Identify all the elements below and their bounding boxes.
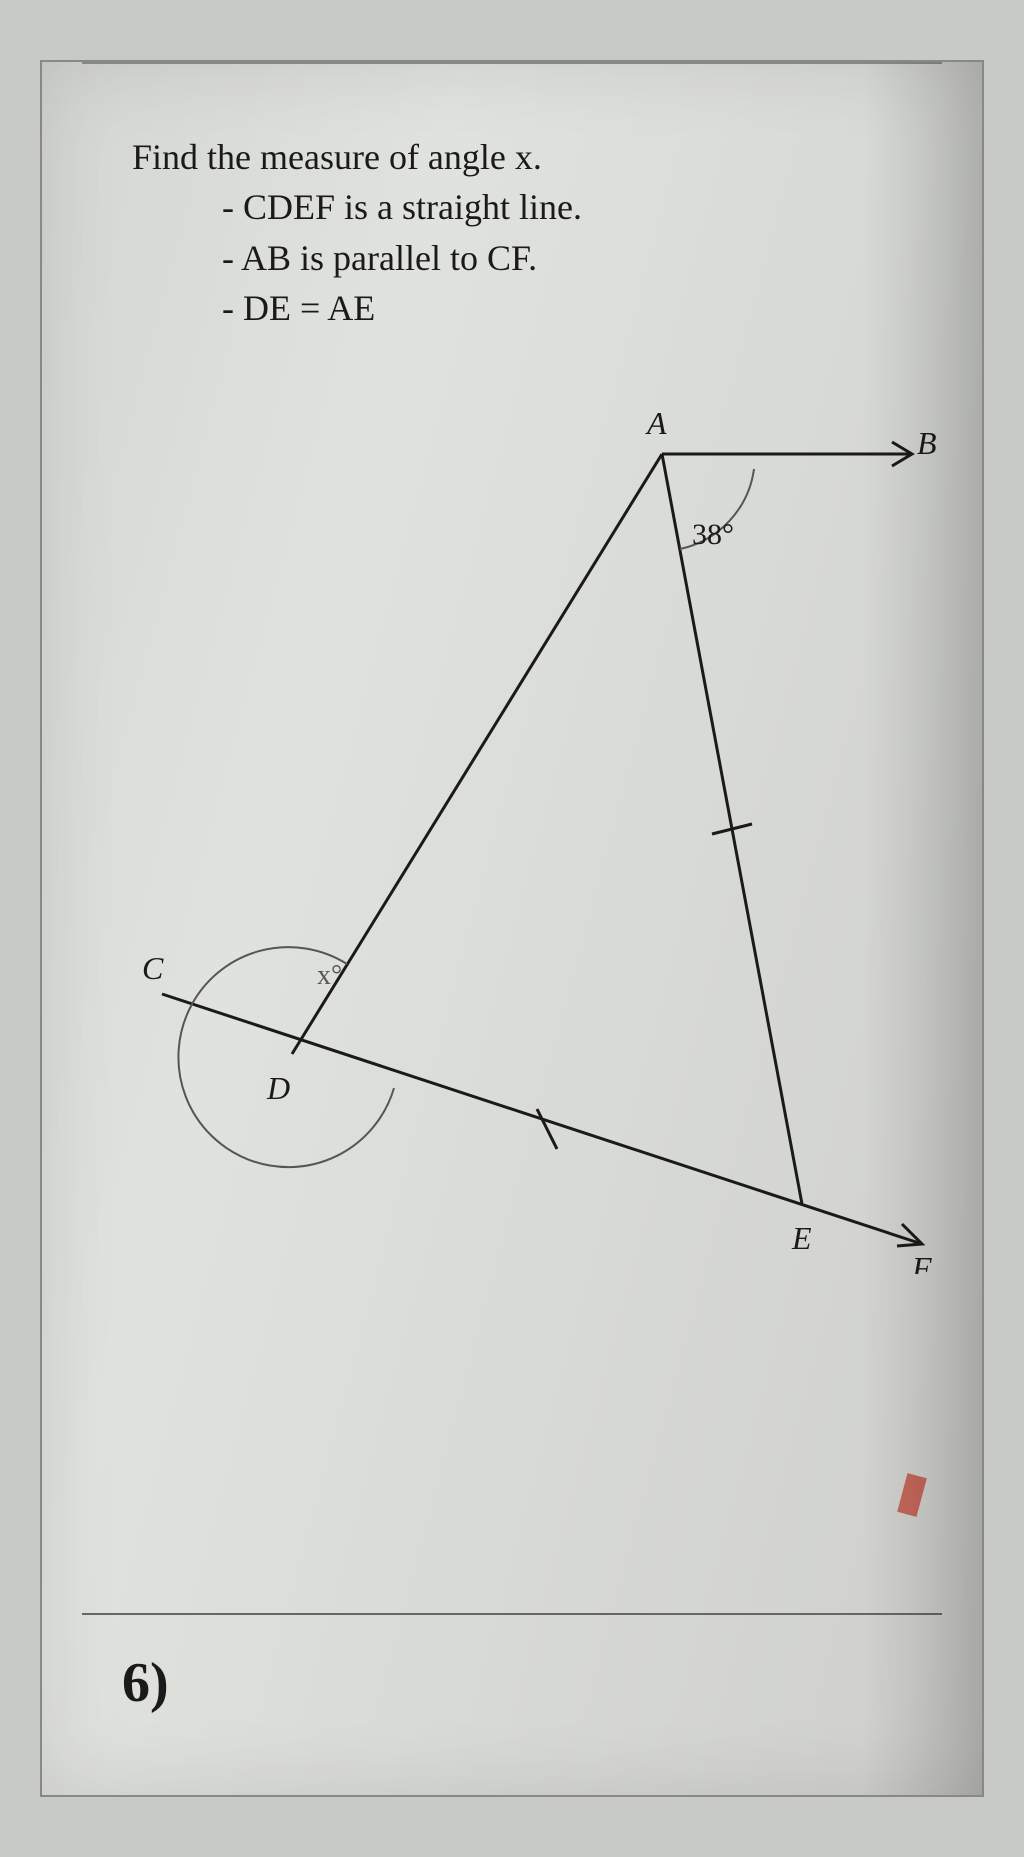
label-b: B	[917, 425, 937, 461]
top-divider	[82, 62, 942, 64]
question-number: 6)	[122, 1651, 169, 1715]
label-a: A	[645, 405, 667, 441]
tick-de	[537, 1109, 557, 1149]
condition-2: - AB is parallel to CF.	[222, 233, 922, 283]
line-da	[292, 454, 662, 1054]
problem-prompt: Find the measure of angle x.	[132, 132, 922, 182]
condition-3: - DE = AE	[222, 283, 922, 333]
condition-1: - CDEF is a straight line.	[222, 182, 922, 232]
worksheet-page: Find the measure of angle x. - CDEF is a…	[40, 60, 984, 1797]
label-d: D	[266, 1070, 290, 1106]
angle-38-label: 38°	[692, 518, 734, 551]
arc-x	[178, 947, 394, 1167]
red-mark	[897, 1473, 927, 1517]
label-c: C	[142, 950, 164, 986]
label-e: E	[791, 1220, 812, 1256]
diagram-svg: A B C D E F 38° x°	[122, 374, 942, 1274]
bottom-divider	[82, 1613, 942, 1615]
angle-x-label: x°	[317, 960, 342, 991]
label-f: F	[911, 1250, 932, 1274]
geometry-diagram: A B C D E F 38° x°	[122, 374, 942, 1274]
